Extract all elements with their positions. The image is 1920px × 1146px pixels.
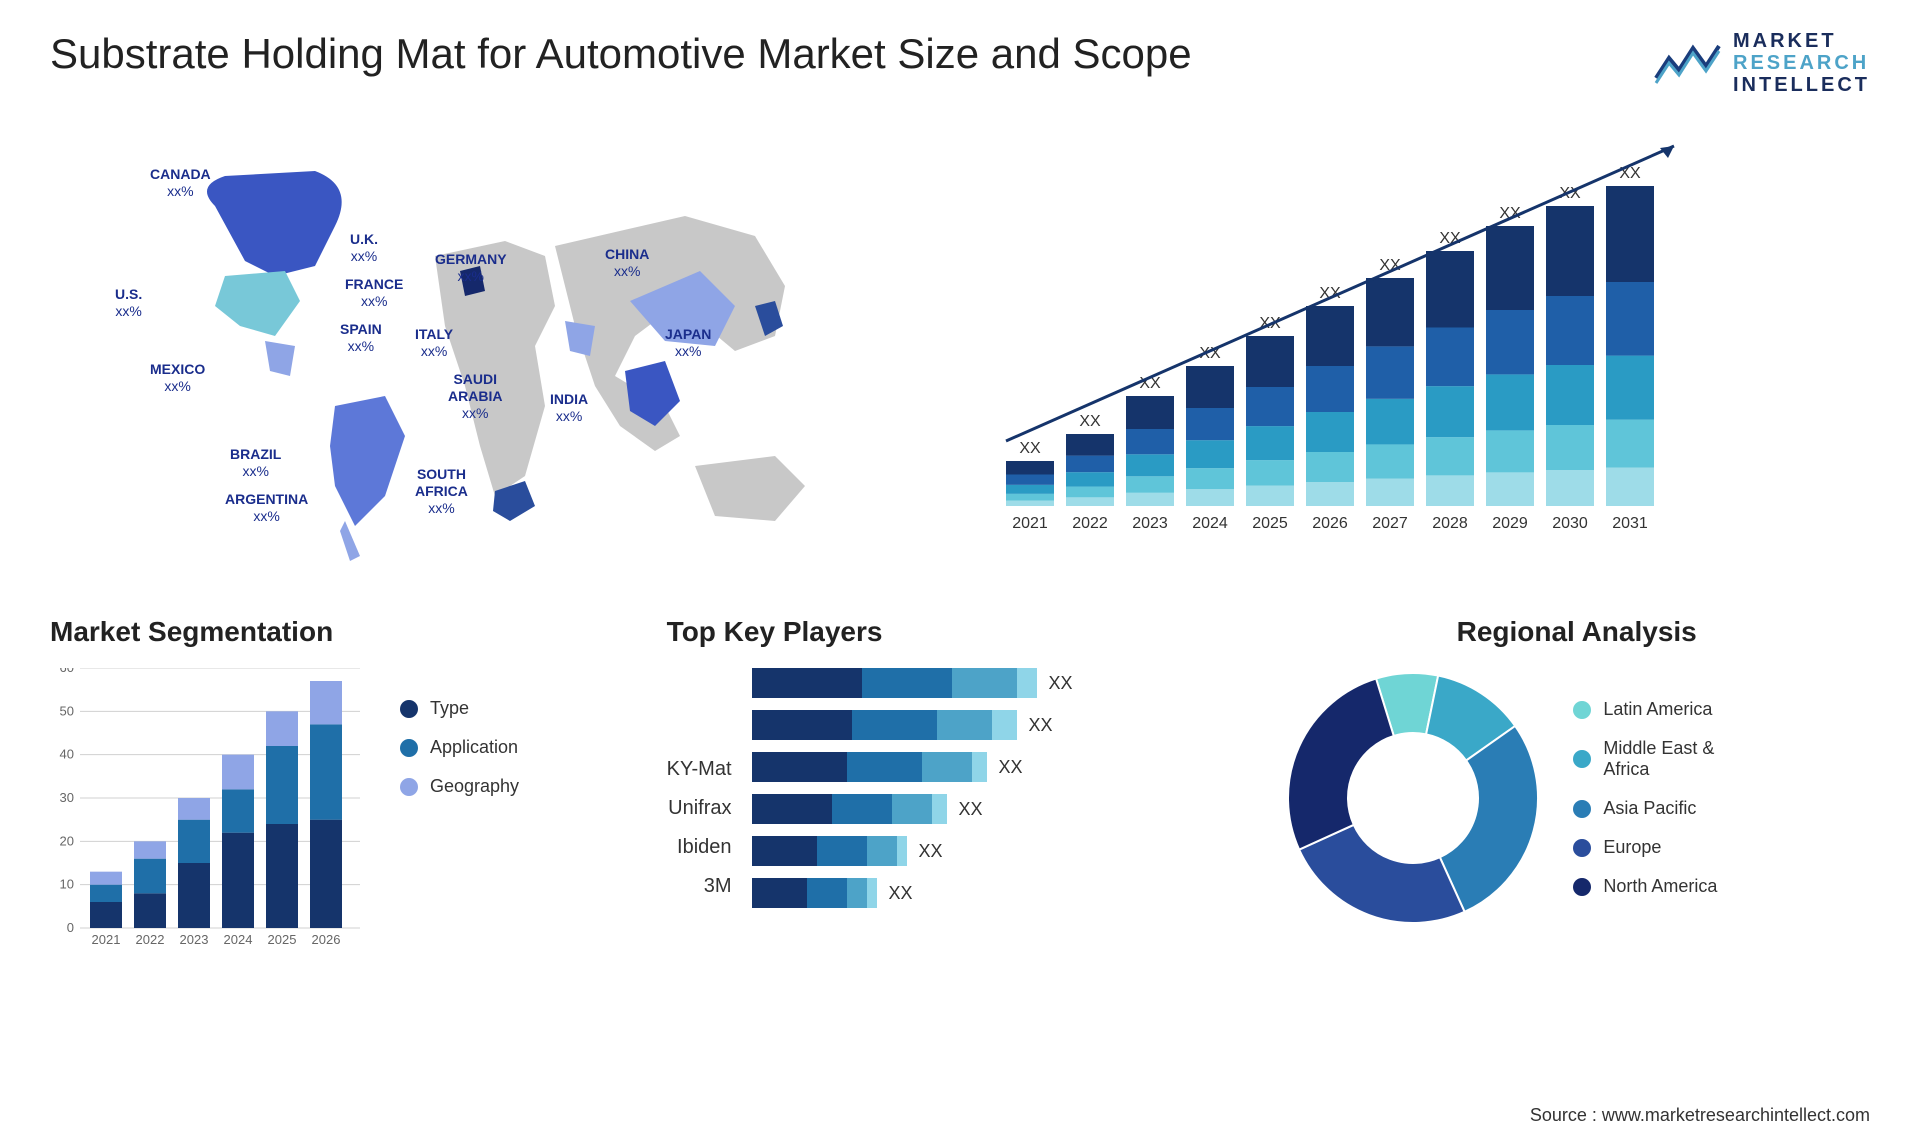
player-bar-row: XX	[752, 878, 1254, 908]
map-label: JAPANxx%	[665, 326, 711, 360]
svg-text:2025: 2025	[268, 932, 297, 947]
map-label: SOUTHAFRICAxx%	[415, 466, 468, 516]
map-label: BRAZILxx%	[230, 446, 281, 480]
source-footer: Source : www.marketresearchintellect.com	[1530, 1105, 1870, 1126]
svg-text:10: 10	[60, 877, 74, 892]
svg-text:50: 50	[60, 703, 74, 718]
growth-chart: XX2021XX2022XX2023XX2024XX2025XX2026XX20…	[980, 126, 1680, 566]
map-label: GERMANYxx%	[435, 251, 507, 285]
segmentation-title: Market Segmentation	[50, 616, 637, 648]
svg-text:2026: 2026	[312, 932, 341, 947]
legend-item: Middle East &Africa	[1573, 738, 1717, 780]
svg-text:2031: 2031	[1612, 515, 1648, 532]
logo-text: MARKETRESEARCHINTELLECT	[1733, 30, 1870, 96]
svg-text:2023: 2023	[1132, 515, 1168, 532]
players-title: Top Key Players	[667, 616, 1254, 648]
svg-text:2021: 2021	[1012, 515, 1048, 532]
svg-text:XX: XX	[1079, 413, 1101, 430]
players-panel: Top Key Players KY-Mat Unifrax Ibiden 3M XX…	[667, 616, 1254, 958]
svg-text:2023: 2023	[180, 932, 209, 947]
svg-text:2030: 2030	[1552, 515, 1588, 532]
svg-text:2024: 2024	[1192, 515, 1228, 532]
legend-item: Latin America	[1573, 699, 1717, 720]
svg-text:30: 30	[60, 790, 74, 805]
map-label: ITALYxx%	[415, 326, 453, 360]
logo: MARKETRESEARCHINTELLECT	[1651, 30, 1870, 96]
legend-item: North America	[1573, 876, 1717, 897]
map-label: SAUDIARABIAxx%	[448, 371, 502, 421]
svg-text:2022: 2022	[1072, 515, 1108, 532]
segmentation-chart: 0 10 20 30 40 50 60 2021 2022 2023 2024 2025 2026	[50, 668, 370, 958]
map-label: INDIAxx%	[550, 391, 588, 425]
players-bars: XX XX XX XX XX XX	[752, 668, 1254, 908]
svg-text:2027: 2027	[1372, 515, 1408, 532]
legend-item: Type	[400, 698, 519, 719]
svg-text:2028: 2028	[1432, 515, 1468, 532]
player-name: Ibiden	[667, 836, 732, 859]
page-title: Substrate Holding Mat for Automotive Mar…	[50, 30, 1192, 78]
legend-item: Application	[400, 737, 519, 758]
svg-text:2022: 2022	[136, 932, 165, 947]
svg-text:40: 40	[60, 747, 74, 762]
world-map-panel: CANADAxx% U.S.xx% MEXICOxx% BRAZILxx% ARGENT…	[50, 126, 940, 566]
player-bar-row: XX	[752, 794, 1254, 824]
growth-chart-panel: XX2021XX2022XX2023XX2024XX2025XX2026XX20…	[980, 126, 1870, 566]
logo-icon	[1651, 38, 1721, 88]
segmentation-legend: Type Application Geography	[400, 668, 519, 958]
player-bar-row: XX	[752, 752, 1254, 782]
svg-text:2024: 2024	[224, 932, 253, 947]
player-name: Unifrax	[667, 797, 732, 820]
map-label: FRANCExx%	[345, 276, 403, 310]
map-label: U.K.xx%	[350, 231, 378, 265]
player-bar-row: XX	[752, 710, 1254, 740]
svg-text:2029: 2029	[1492, 515, 1528, 532]
svg-text:60: 60	[60, 668, 74, 675]
map-label: ARGENTINAxx%	[225, 491, 308, 525]
map-label: MEXICOxx%	[150, 361, 205, 395]
svg-text:0: 0	[67, 920, 74, 935]
svg-text:2021: 2021	[92, 932, 121, 947]
player-name: 3M	[667, 875, 732, 898]
segmentation-panel: Market Segmentation 0 10 20 30 40 50 60 2021 202…	[50, 616, 637, 958]
regional-legend: Latin America Middle East &Africa Asia Pac…	[1573, 699, 1717, 897]
map-label: CHINAxx%	[605, 246, 649, 280]
map-label: U.S.xx%	[115, 286, 142, 320]
svg-text:20: 20	[60, 833, 74, 848]
player-name: KY-Mat	[667, 758, 732, 781]
donut-chart	[1283, 668, 1543, 928]
regional-panel: Regional Analysis Latin America Middle Ea…	[1283, 616, 1870, 958]
svg-text:XX: XX	[1019, 440, 1041, 457]
legend-item: Asia Pacific	[1573, 798, 1717, 819]
svg-text:2026: 2026	[1312, 515, 1348, 532]
player-bar-row: XX	[752, 668, 1254, 698]
svg-text:2025: 2025	[1252, 515, 1288, 532]
legend-item: Europe	[1573, 837, 1717, 858]
regional-title: Regional Analysis	[1283, 616, 1870, 648]
legend-item: Geography	[400, 776, 519, 797]
players-labels: KY-Mat Unifrax Ibiden 3M	[667, 668, 732, 908]
map-label: SPAINxx%	[340, 321, 382, 355]
player-bar-row: XX	[752, 836, 1254, 866]
map-label: CANADAxx%	[150, 166, 211, 200]
